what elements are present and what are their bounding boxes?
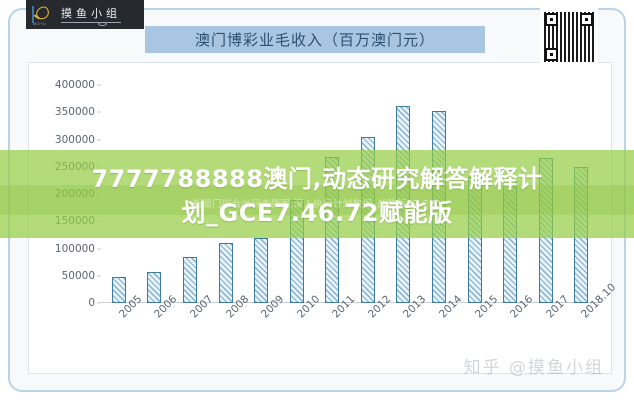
- y-axis-tick-label: 100000: [54, 242, 95, 255]
- bar[interactable]: [254, 237, 269, 303]
- logo-underline-dot-icon: [98, 22, 107, 26]
- bar[interactable]: [467, 176, 482, 303]
- y-axis-tick-mark: [97, 111, 101, 113]
- y-axis-tick-mark: [97, 275, 101, 277]
- bar[interactable]: [431, 111, 446, 303]
- plot-area: 0 50000 100000 150000 200000 250000 300000 3500…: [55, 79, 619, 320]
- qr-code-icon: [544, 12, 594, 62]
- chart-card: 0 50000 100000 150000 200000 250000 300000 3500…: [28, 62, 619, 374]
- bar-slot: 2011: [314, 85, 358, 320]
- y-axis-tick-label: 200000: [54, 188, 95, 200]
- bar-slot: 2005: [101, 85, 144, 320]
- bar[interactable]: [289, 200, 304, 303]
- y-axis-tick-mark: [97, 84, 101, 86]
- logo-sub-text: MOYU: [33, 20, 47, 26]
- bar[interactable]: [360, 136, 375, 303]
- bar-slot: 2014: [421, 85, 464, 320]
- y-axis-tick-label: 300000: [54, 133, 95, 146]
- qr-code[interactable]: [540, 8, 598, 66]
- bar-slot: 2012: [350, 85, 393, 320]
- bar[interactable]: [111, 277, 126, 303]
- bar-slot: 2006: [137, 85, 180, 320]
- bar-slot: 2016: [492, 85, 536, 320]
- bar[interactable]: [538, 158, 553, 303]
- bar-slot: 2018.10: [564, 85, 618, 320]
- y-axis-tick-label: 150000: [54, 215, 95, 228]
- y-axis-tick-label: 250000: [54, 160, 95, 173]
- bar-slot: 2008: [208, 85, 251, 320]
- bar-slot: 2015: [457, 85, 500, 320]
- page-title: 澳门博彩业毛收入（百万澳门元）: [194, 31, 435, 49]
- bar[interactable]: [147, 271, 162, 303]
- logo-brand-text: 摸鱼小组: [61, 7, 121, 23]
- y-axis-tick-label: 350000: [54, 106, 95, 119]
- y-axis-tick-label: 0: [88, 297, 95, 309]
- bar-slot: 2017: [528, 85, 571, 320]
- bar[interactable]: [182, 257, 197, 303]
- bar-slot: 2010: [279, 85, 322, 320]
- y-axis-tick-label: 400000: [54, 79, 95, 91]
- bar[interactable]: [325, 156, 340, 303]
- x-axis-line: [101, 302, 599, 303]
- y-axis-tick-mark: [97, 139, 101, 140]
- bar-slot: 2007: [172, 85, 215, 320]
- fish-logo-icon: MOYU: [31, 4, 53, 26]
- bar-series: 2005 2006 2007 2008 2009 2010 2011 2012 2013 2014…: [101, 85, 618, 320]
- bar-slot: 2013: [386, 85, 429, 320]
- bar[interactable]: [218, 243, 233, 303]
- y-axis-tick-label: 50000: [61, 269, 95, 282]
- bar-slot: 2009: [243, 85, 286, 320]
- bar[interactable]: [396, 105, 411, 303]
- y-axis-tick-mark: [97, 248, 101, 249]
- brand-logo-badge: MOYU 摸鱼小组: [26, 0, 144, 29]
- y-axis-tick-mark: [97, 302, 101, 304]
- bar[interactable]: [574, 166, 589, 303]
- chart-title-banner: 澳门博彩业毛收入（百万澳门元）: [145, 26, 485, 53]
- bar[interactable]: [503, 181, 518, 303]
